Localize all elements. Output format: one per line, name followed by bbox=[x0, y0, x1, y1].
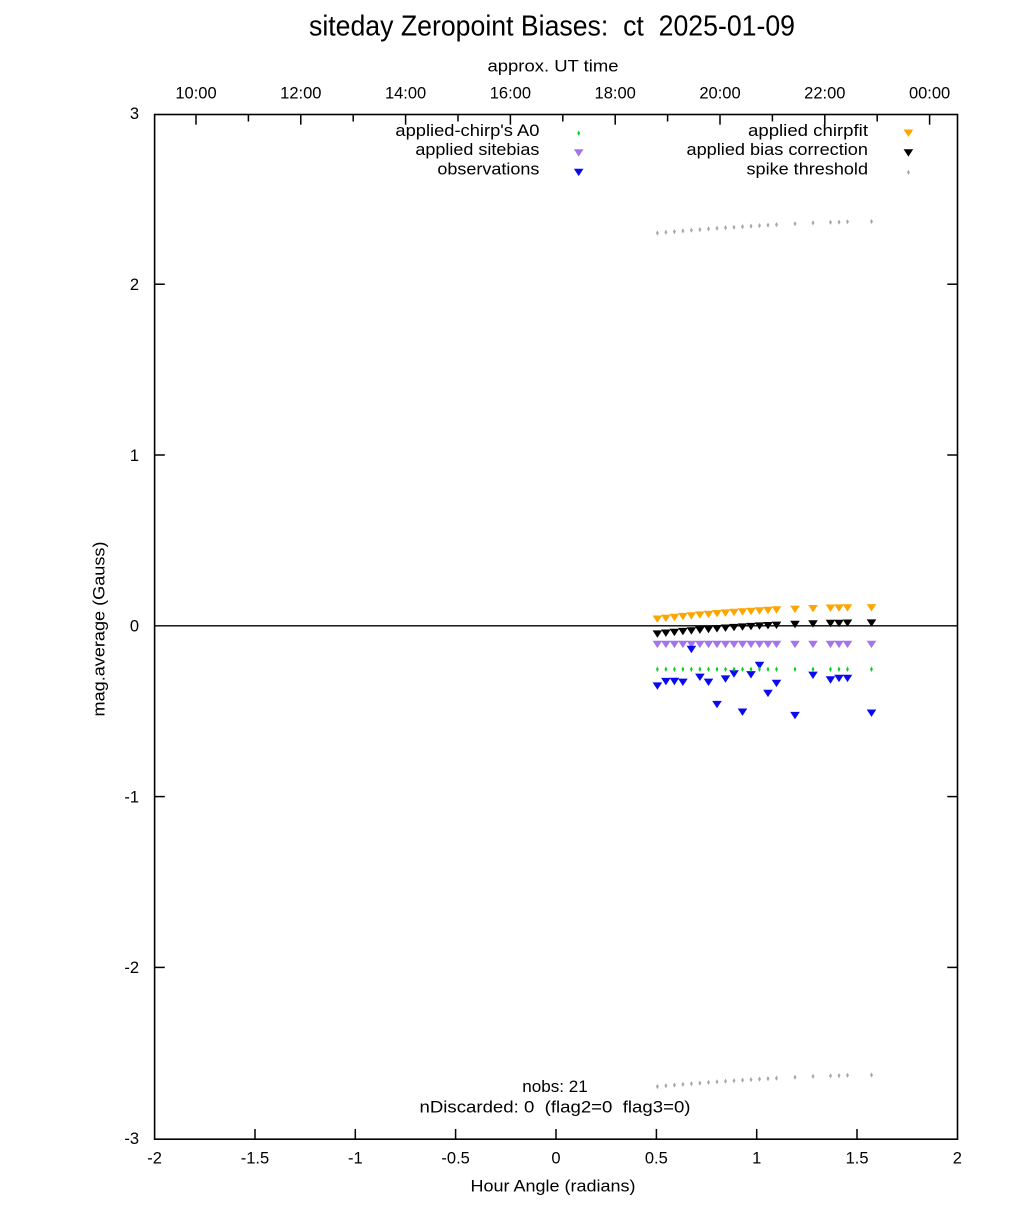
svg-text:mag.average (Gauss): mag.average (Gauss) bbox=[91, 542, 109, 717]
svg-text:nobs: 21: nobs: 21 bbox=[522, 1078, 588, 1096]
svg-text:22:00: 22:00 bbox=[804, 85, 845, 103]
svg-text:3: 3 bbox=[130, 105, 139, 123]
svg-text:approx. UT time: approx. UT time bbox=[488, 58, 619, 76]
svg-text:applied chirpfit: applied chirpfit bbox=[748, 122, 868, 140]
svg-text:-1: -1 bbox=[124, 788, 139, 806]
svg-text:18:00: 18:00 bbox=[595, 85, 636, 103]
svg-text:10:00: 10:00 bbox=[175, 85, 216, 103]
svg-text:0: 0 bbox=[130, 618, 139, 636]
svg-text:2: 2 bbox=[953, 1150, 962, 1168]
svg-text:00:00: 00:00 bbox=[909, 85, 950, 103]
svg-text:applied bias correction: applied bias correction bbox=[687, 141, 869, 159]
svg-text:2: 2 bbox=[130, 276, 139, 294]
svg-text:Hour Angle (radians): Hour Angle (radians) bbox=[471, 1178, 636, 1196]
svg-text:1: 1 bbox=[130, 447, 139, 465]
svg-text:applied sitebias: applied sitebias bbox=[415, 141, 539, 159]
svg-text:0.5: 0.5 bbox=[645, 1150, 668, 1168]
svg-text:-2: -2 bbox=[124, 959, 139, 977]
svg-text:spike threshold: spike threshold bbox=[747, 161, 869, 179]
svg-text:siteday Zeropoint Biases: ct: siteday Zeropoint Biases: ct 2025-01-09 bbox=[309, 11, 795, 43]
svg-text:12:00: 12:00 bbox=[280, 85, 321, 103]
svg-text:observations: observations bbox=[437, 161, 539, 179]
svg-text:-3: -3 bbox=[124, 1130, 139, 1148]
svg-text:-0.5: -0.5 bbox=[441, 1150, 469, 1168]
svg-text:nDiscarded: 0 (flag2=0 flag3: nDiscarded: 0 (flag2=0 flag3=0) bbox=[420, 1098, 691, 1116]
svg-text:-2: -2 bbox=[147, 1150, 162, 1168]
svg-text:1: 1 bbox=[752, 1150, 761, 1168]
svg-text:16:00: 16:00 bbox=[490, 85, 531, 103]
svg-text:0: 0 bbox=[551, 1150, 560, 1168]
svg-text:-1.5: -1.5 bbox=[241, 1150, 269, 1168]
svg-text:1.5: 1.5 bbox=[846, 1150, 869, 1168]
svg-text:applied-chirp's A0: applied-chirp's A0 bbox=[395, 122, 539, 140]
svg-text:14:00: 14:00 bbox=[385, 85, 426, 103]
svg-text:20:00: 20:00 bbox=[699, 85, 740, 103]
svg-text:-1: -1 bbox=[348, 1150, 363, 1168]
